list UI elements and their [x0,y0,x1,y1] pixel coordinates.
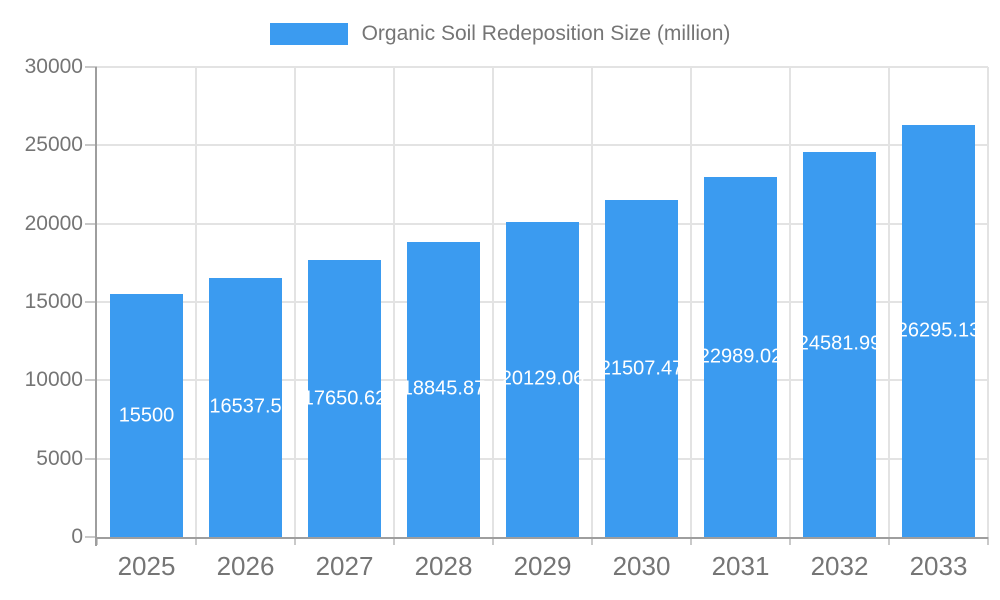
x-tick-label: 2030 [612,551,671,581]
grid-line-vertical [789,67,791,537]
grid-line-vertical [591,67,593,537]
x-axis-tick [96,537,98,545]
bar-value-label: 15500 [118,404,175,427]
legend[interactable]: Organic Soil Redeposition Size (million) [0,22,1000,45]
y-axis-tick [85,66,97,68]
bar-value-label: 22989.02 [698,345,783,368]
x-axis-tick [987,537,989,545]
x-tick-label: 2027 [315,551,374,581]
y-tick-label: 15000 [24,290,83,313]
x-axis-tick [591,537,593,545]
grid-line-vertical [492,67,494,537]
grid-line-horizontal [97,66,988,68]
y-tick-label: 20000 [24,211,83,235]
grid-line-vertical [294,67,296,537]
y-axis-tick [85,144,97,147]
y-tick-label: 5000 [36,446,83,470]
bar-value-label: 17650.62 [302,387,387,410]
y-axis-tick [85,301,97,303]
y-tick-label: 10000 [24,368,83,392]
bar[interactable] [902,125,975,537]
bar-value-label: 16537.5 [209,395,282,418]
x-tick-label: 2026 [216,551,275,581]
bar-value-label: 24581.99 [797,332,882,355]
legend-swatch-icon [269,22,348,45]
x-axis-tick [492,537,494,545]
y-axis-tick [85,379,97,382]
y-tick-label: 25000 [24,133,83,157]
grid-line-vertical [987,67,989,537]
bar[interactable] [704,176,777,537]
x-tick-label: 2029 [513,551,572,581]
legend-label: Organic Soil Redeposition Size (million) [361,22,731,45]
x-axis-tick [294,537,296,545]
x-tick-label: 2025 [117,551,176,581]
bar[interactable] [605,200,678,537]
x-axis-tick [393,537,395,545]
x-axis-tick [195,537,197,545]
bar-value-label: 18845.87 [401,377,486,400]
grid-line-vertical [195,67,197,537]
x-tick-label: 2028 [414,551,473,581]
bar[interactable] [110,294,183,537]
grid-line-horizontal [97,144,988,147]
x-axis-tick [690,537,692,545]
bar-value-label: 20129.06 [500,367,585,390]
bar[interactable] [209,277,282,537]
y-axis-tick [85,222,97,225]
x-tick-label: 2032 [810,551,869,581]
x-axis-tick [888,537,890,545]
x-axis-tick [789,537,791,545]
x-tick-label: 2031 [711,551,770,581]
bar[interactable] [803,151,876,537]
y-tick-label: 0 [71,525,83,548]
y-axis-tick [85,536,97,538]
grid-line-vertical [690,67,692,537]
y-tick-label: 30000 [24,55,83,78]
bar[interactable] [308,260,381,537]
grid-line-vertical [393,67,395,537]
bar[interactable] [506,221,579,537]
grid-line-vertical [888,67,890,537]
bar-value-label: 21507.47 [599,357,684,380]
y-axis-line [95,67,97,546]
bar[interactable] [407,241,480,537]
x-tick-label: 2033 [909,551,968,581]
bar-value-label: 26295.13 [896,319,981,342]
x-axis-line [95,537,988,539]
y-axis-tick [85,457,97,460]
